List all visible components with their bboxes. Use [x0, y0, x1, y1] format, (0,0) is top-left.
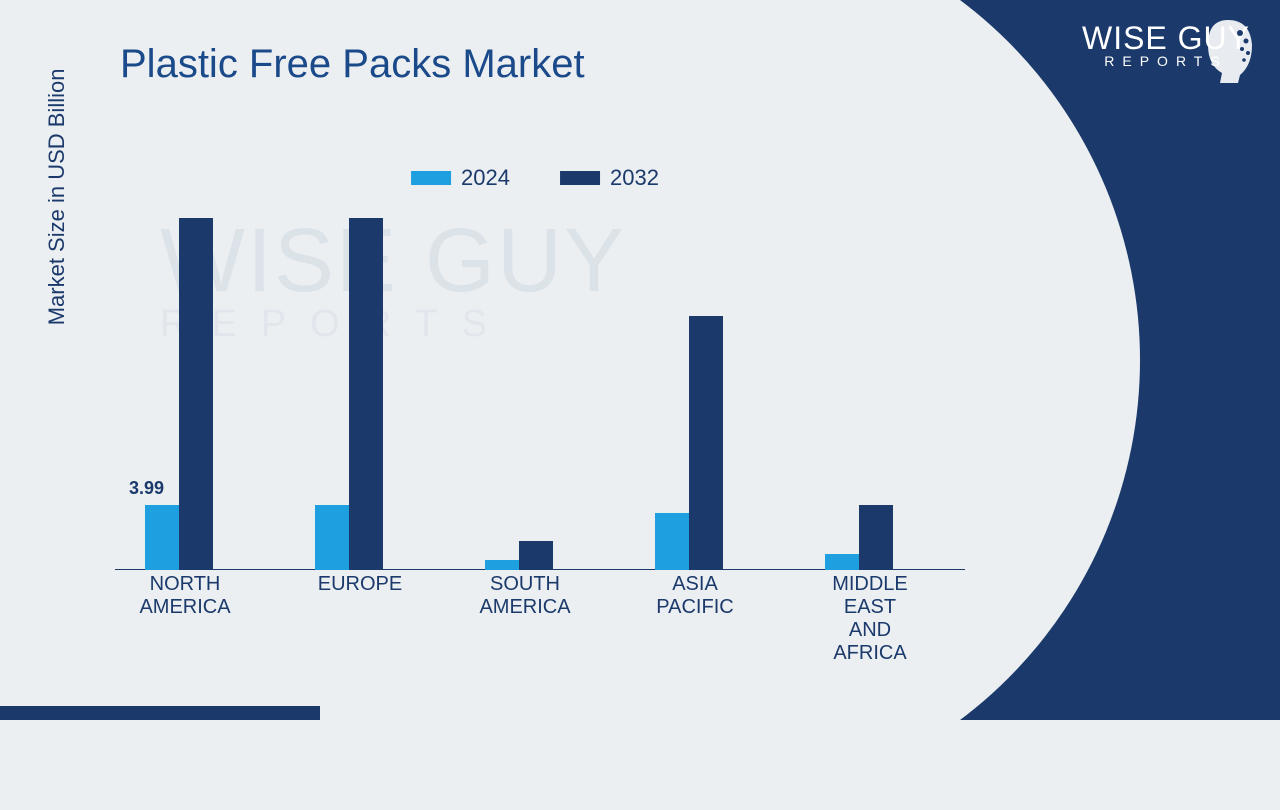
legend-swatch-2024 — [411, 171, 451, 185]
bar-2032 — [179, 218, 213, 570]
bar-2032 — [519, 541, 553, 570]
category-label: NORTHAMERICA — [125, 573, 245, 619]
bar-2032 — [349, 218, 383, 570]
bar-value-label: 3.99 — [129, 478, 164, 499]
bar-2032 — [689, 316, 723, 570]
bar-2032 — [859, 505, 893, 570]
legend-label-2032: 2032 — [610, 165, 659, 191]
legend-item-2032: 2032 — [560, 165, 659, 191]
category-label: ASIAPACIFIC — [645, 573, 745, 619]
category-label: EUROPE — [310, 573, 410, 596]
head-icon — [1200, 15, 1260, 85]
legend-label-2024: 2024 — [461, 165, 510, 191]
plot-region: 3.99 — [115, 210, 965, 570]
bar-2024 — [655, 513, 689, 570]
bar-2024 — [485, 560, 519, 570]
category-label: MIDDLEEASTANDAFRICA — [815, 573, 925, 665]
chart-title: Plastic Free Packs Market — [120, 42, 585, 87]
legend-item-2024: 2024 — [411, 165, 510, 191]
category-label: SOUTHAMERICA — [465, 573, 585, 619]
bar-2024 — [315, 505, 349, 570]
legend-swatch-2032 — [560, 171, 600, 185]
legend: 2024 2032 — [411, 165, 659, 191]
y-axis-label: Market Size in USD Billion — [44, 69, 70, 326]
chart-container: WISE GUY REPORTS Plastic Free Packs Mark… — [0, 0, 1280, 720]
chart-area: Market Size in USD Billion 2024 2032 3.9… — [95, 165, 975, 665]
bar-2024 — [145, 505, 179, 570]
bar-2024 — [825, 554, 859, 570]
brand-logo: WISE GUY REPORTS — [1082, 20, 1250, 69]
bottom-strip — [0, 706, 320, 720]
